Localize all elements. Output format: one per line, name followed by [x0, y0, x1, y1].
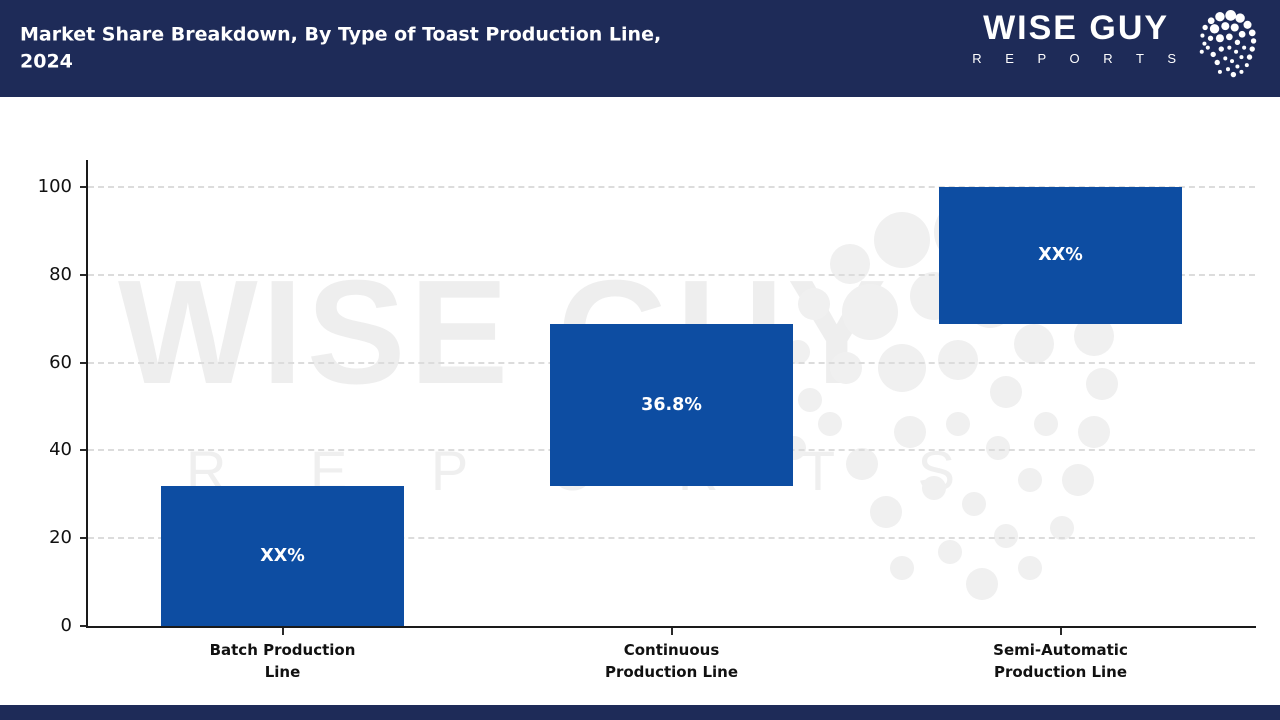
logo-head-icon: [1199, 10, 1257, 78]
bar: XX%: [161, 485, 404, 626]
header: Market Share Breakdown, By Type of Toast…: [0, 0, 1280, 97]
bar: XX%: [939, 187, 1182, 324]
bar-value-label: 36.8%: [641, 394, 702, 415]
y-tick-label: 80: [49, 263, 72, 285]
y-tick-label: 0: [60, 615, 72, 636]
y-tick-mark: [80, 186, 87, 188]
x-category-label: Continuous Production Line: [604, 641, 739, 681]
page-title: Market Share Breakdown, By Type of Toast…: [20, 22, 662, 73]
wiseguy-logo: WISE GUY R E P O R T S: [966, 9, 1262, 84]
y-tick-mark: [80, 537, 87, 540]
y-tick-label: 60: [49, 351, 72, 373]
gridline: [88, 186, 1255, 188]
logo-wordmark: WISE GUY R E P O R T S: [966, 9, 1186, 67]
y-tick-mark: [80, 361, 87, 364]
bar-value-label: XX%: [1038, 245, 1083, 266]
y-tick-label: 100: [37, 176, 72, 197]
footer-bar: [0, 705, 1280, 720]
y-tick-label: 20: [49, 527, 72, 549]
bar: 36.8%: [550, 323, 793, 486]
x-category-label: Batch Production Line: [209, 641, 356, 681]
gridline: [88, 273, 1255, 276]
y-tick-label: 40: [49, 439, 72, 461]
y-tick-mark: [80, 273, 87, 276]
logo-wordmark-line1: WISE GUY: [983, 9, 1170, 47]
gridline: [88, 537, 1255, 540]
x-tick-mark: [1059, 628, 1062, 635]
x-category-label: Semi-Automatic Production Line: [993, 641, 1128, 681]
y-tick-mark: [80, 625, 87, 627]
bar-value-label: XX%: [260, 545, 305, 566]
y-tick-mark: [80, 449, 87, 452]
x-axis: [86, 626, 1256, 628]
logo-wordmark-line2: R E P O R T S: [972, 51, 1186, 67]
x-tick-mark: [281, 628, 284, 635]
x-tick-mark: [670, 628, 673, 635]
y-axis: [86, 160, 88, 628]
